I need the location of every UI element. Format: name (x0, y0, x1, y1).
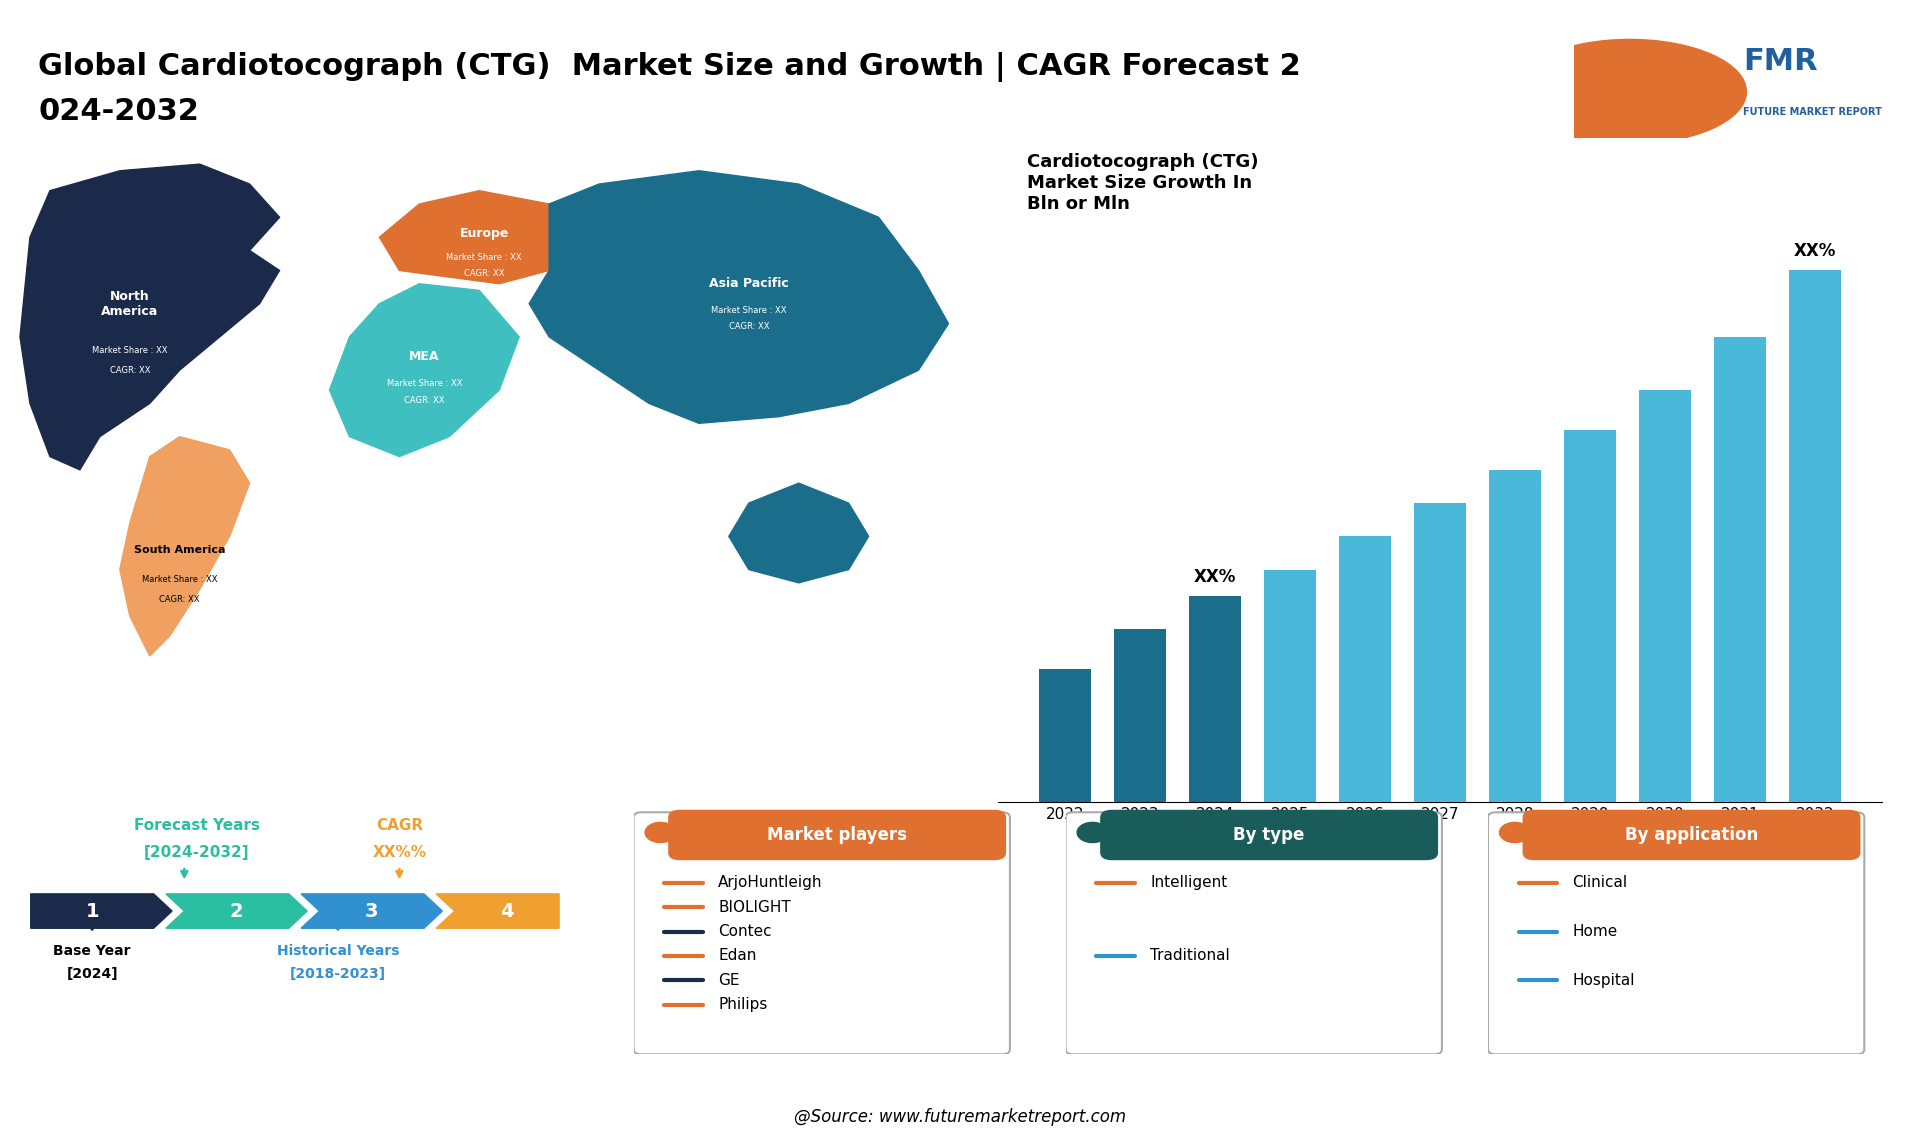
Text: Hospital: Hospital (1572, 973, 1636, 988)
FancyBboxPatch shape (1523, 810, 1860, 861)
Text: Clinical: Clinical (1572, 876, 1628, 890)
Bar (1789, 270, 1841, 802)
Text: Market players: Market players (768, 826, 906, 843)
Bar (1488, 470, 1542, 802)
Text: [2018-2023]: [2018-2023] (290, 967, 386, 981)
Bar (1715, 337, 1766, 802)
Text: GE: GE (718, 973, 739, 988)
Text: XX%: XX% (1194, 567, 1236, 586)
Polygon shape (119, 437, 250, 656)
Text: Forecast Years: Forecast Years (134, 817, 259, 833)
Text: 3: 3 (365, 902, 378, 920)
Text: BIOLIGHT: BIOLIGHT (718, 900, 791, 915)
Bar (1263, 570, 1317, 802)
FancyBboxPatch shape (1488, 813, 1864, 1054)
Text: Historical Years: Historical Years (276, 944, 399, 958)
Polygon shape (330, 284, 518, 456)
Bar (1413, 503, 1467, 802)
Text: XX%%: XX%% (372, 845, 426, 861)
Circle shape (1513, 39, 1747, 144)
Text: CAGR: XX: CAGR: XX (403, 395, 445, 405)
Text: Intelligent: Intelligent (1150, 876, 1227, 890)
Text: 4: 4 (499, 902, 515, 920)
Text: @Source: www.futuremarketreport.com: @Source: www.futuremarketreport.com (795, 1108, 1125, 1127)
Text: Asia Pacific: Asia Pacific (708, 277, 789, 290)
Text: Market Share : XX: Market Share : XX (386, 379, 463, 388)
Text: North
America: North America (102, 290, 159, 317)
Text: Philips: Philips (718, 997, 768, 1012)
Text: 2: 2 (230, 902, 244, 920)
Bar (1338, 536, 1392, 802)
Bar (1188, 596, 1240, 802)
Text: Edan: Edan (718, 949, 756, 964)
Text: 024-2032: 024-2032 (38, 97, 200, 126)
Text: CAGR: CAGR (376, 817, 422, 833)
Polygon shape (730, 484, 868, 583)
Text: ArjoHuntleigh: ArjoHuntleigh (718, 876, 822, 890)
Bar (1640, 390, 1692, 802)
Polygon shape (19, 164, 280, 470)
Text: Global Cardiotocograph (CTG)  Market Size and Growth | CAGR Forecast 2: Global Cardiotocograph (CTG) Market Size… (38, 52, 1302, 81)
Text: CAGR: XX: CAGR: XX (159, 595, 200, 604)
Circle shape (645, 823, 676, 842)
Polygon shape (301, 894, 442, 928)
Text: FMR: FMR (1743, 47, 1818, 76)
Text: Market Share : XX: Market Share : XX (447, 252, 522, 261)
Text: Europe: Europe (459, 227, 509, 241)
FancyBboxPatch shape (1100, 810, 1438, 861)
Bar (1114, 629, 1165, 802)
Circle shape (1077, 823, 1108, 842)
Text: Traditional: Traditional (1150, 949, 1231, 964)
Polygon shape (380, 190, 580, 284)
Polygon shape (530, 171, 948, 423)
Text: MEA: MEA (409, 351, 440, 363)
Bar (1039, 669, 1091, 802)
Text: By application: By application (1624, 826, 1759, 843)
Bar (1563, 430, 1617, 802)
Text: Market Share : XX: Market Share : XX (142, 575, 217, 584)
Polygon shape (165, 894, 307, 928)
Text: CAGR: XX: CAGR: XX (465, 269, 505, 278)
FancyBboxPatch shape (634, 813, 1010, 1054)
Text: Cardiotocograph (CTG)
Market Size Growth In
Bln or Mln: Cardiotocograph (CTG) Market Size Growth… (1027, 154, 1260, 213)
Circle shape (1500, 823, 1530, 842)
Text: Market Share : XX: Market Share : XX (92, 346, 167, 355)
FancyBboxPatch shape (1066, 813, 1442, 1054)
Text: [2024-2032]: [2024-2032] (144, 845, 250, 861)
FancyBboxPatch shape (668, 810, 1006, 861)
Text: Contec: Contec (718, 924, 772, 939)
Polygon shape (31, 894, 173, 928)
Text: Base Year: Base Year (54, 944, 131, 958)
Text: By type: By type (1233, 826, 1306, 843)
Text: Market Share : XX: Market Share : XX (710, 306, 787, 315)
Text: FUTURE MARKET REPORT: FUTURE MARKET REPORT (1743, 108, 1882, 117)
Text: 1: 1 (84, 902, 100, 920)
Polygon shape (436, 894, 559, 928)
Text: Home: Home (1572, 924, 1619, 939)
Text: CAGR: XX: CAGR: XX (109, 366, 150, 375)
Text: [2024]: [2024] (67, 967, 117, 981)
Text: XX%: XX% (1793, 242, 1836, 260)
Text: CAGR: XX: CAGR: XX (728, 322, 770, 331)
Text: South America: South America (134, 544, 225, 555)
